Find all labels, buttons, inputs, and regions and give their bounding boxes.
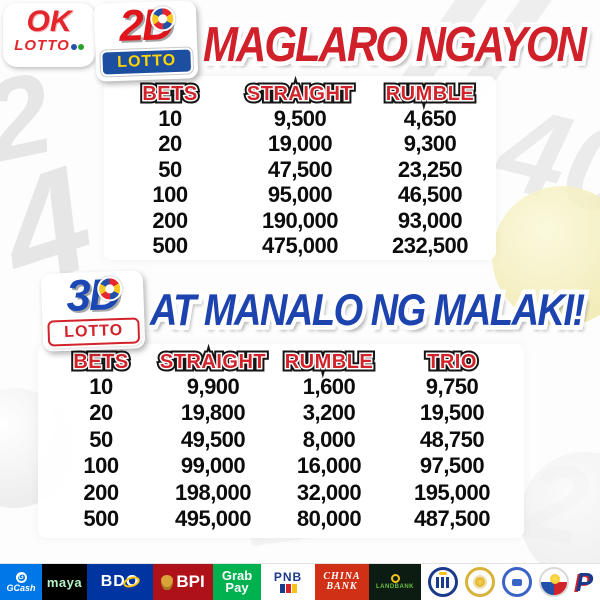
3d-lotto-banner: LOTTO (47, 317, 141, 347)
bpi-label: BPI (176, 572, 205, 591)
table-cell: 99,000 (180, 453, 246, 479)
table-cell: 9,300 (403, 131, 457, 157)
china-bank-logo: CHINA BANK (315, 564, 369, 600)
china-bank-label-line2: BANK (326, 581, 358, 592)
column-header-straight: STRAIGHT (157, 350, 269, 374)
table-panel (104, 76, 496, 260)
ok-lotto-subtext: LOTTO (3, 37, 95, 54)
column-header-rumble: RUMBLE (370, 82, 490, 106)
table-cell: 48,750 (419, 426, 485, 452)
table-cell: 19,000 (267, 131, 333, 157)
table-cell: 9,750 (425, 374, 479, 399)
bdo-label: BDO (100, 573, 140, 590)
2d-lotto-banner: LOTTO (100, 47, 194, 77)
table-cell: 100 (83, 453, 119, 479)
philippine-flag-seal-icon (538, 567, 569, 597)
grabpay-label-line1: Grab (221, 568, 253, 583)
table-cell: 500 (83, 505, 119, 531)
bpi-logo: BPI (153, 564, 213, 600)
grabpay-label-line2: Pay (225, 580, 249, 595)
blue-agency-seal-icon (501, 567, 532, 597)
table-panel (38, 344, 524, 538)
table-cell: 100 (152, 182, 188, 208)
headline-maglaro-ngayon: MAGLARO NGAYON (203, 16, 587, 73)
table-cell: 80,000 (296, 505, 362, 531)
government-seals: P (421, 564, 600, 600)
table-cell: 19,500 (419, 400, 485, 426)
landbank-label: LANDBANK (376, 584, 414, 590)
landbank-emblem-icon (390, 574, 400, 583)
table-cell: 97,500 (419, 453, 485, 479)
bank-columns-seal-icon (427, 567, 458, 597)
table-cell: 32,000 (296, 479, 362, 505)
3d-wordmark: 3D (65, 270, 123, 321)
maya-logo: maya (42, 564, 87, 600)
column-header-bets: BETS (45, 350, 157, 374)
lotto-pinwheel-ball-icon (96, 275, 123, 302)
table-cell: 475,000 (261, 232, 339, 258)
3d-lotto-logo: 3D LOTTO (40, 270, 146, 352)
gcash-label: GCash (6, 582, 36, 593)
bdo-logo: BDO (87, 564, 153, 600)
table-cell: 10 (89, 374, 113, 399)
ok-lotto-balls-icon (70, 37, 84, 54)
table-cell: 49,500 (180, 426, 246, 452)
table-cell: 4,650 (403, 106, 457, 131)
ok-lotto-wordmark: OK (26, 5, 72, 38)
table-cell: 23,250 (397, 156, 463, 182)
2d-lotto-logo: 2D LOTTO (93, 0, 199, 82)
table-cell: 19,800 (180, 400, 246, 426)
column-header-rumble: RUMBLE (269, 350, 389, 374)
2d-prize-table: BETS STRAIGHT RUMBLE 10 9,500 4,650 20 1… (110, 82, 490, 258)
partner-logos-bar: G GCash maya BDO BPI Grab Pay PNB CHINA … (0, 563, 600, 600)
column-header-straight: STRAIGHT (230, 82, 370, 106)
table-cell: 487,500 (413, 505, 491, 531)
table-cell: 20 (89, 400, 113, 426)
ok-lotto-subtext-label: LOTTO (14, 37, 70, 54)
table-cell: 232,500 (391, 232, 469, 258)
table-cell: 46,500 (397, 182, 463, 208)
3d-prize-table: BETS STRAIGHT RUMBLE TRIO 10 9,900 1,600… (45, 350, 515, 532)
table-cell: 8,000 (302, 426, 356, 452)
table-cell: 495,000 (174, 505, 252, 531)
table-cell: 9,500 (273, 106, 327, 131)
bpi-emblem-icon (161, 574, 174, 590)
2d-wordmark: 2D (118, 0, 176, 51)
table-cell: 190,000 (261, 207, 339, 233)
grabpay-logo: Grab Pay (213, 564, 261, 600)
table-cell: 3,200 (302, 400, 356, 426)
table-cell: 47,500 (267, 156, 333, 182)
gcash-icon: G (15, 571, 27, 583)
red-blue-p-ribbon-icon: P (575, 567, 594, 597)
table-cell: 20 (158, 131, 182, 157)
table-cell: 50 (89, 426, 113, 452)
lotto-pinwheel-ball-icon (149, 5, 176, 32)
table-cell: 93,000 (397, 207, 463, 233)
table-cell: 198,000 (174, 479, 252, 505)
pnb-emblem-icon (279, 584, 297, 593)
table-cell: 16,000 (296, 453, 362, 479)
table-cell: 10 (158, 106, 182, 131)
table-cell: 500 (152, 232, 188, 258)
table-cell: 200 (152, 207, 188, 233)
table-cell: 1,600 (302, 374, 356, 399)
column-header-bets: BETS (110, 82, 230, 106)
table-cell: 200 (83, 479, 119, 505)
table-cell: 50 (158, 156, 182, 182)
gcash-logo: G GCash (0, 564, 42, 600)
maya-label: maya (46, 574, 83, 590)
ok-lotto-logo: OK LOTTO (3, 3, 95, 67)
pnb-logo: PNB (261, 564, 315, 600)
table-cell: 195,000 (413, 479, 491, 505)
column-header-trio: TRIO (389, 350, 515, 374)
pnb-label: PNB (273, 570, 303, 584)
table-cell: 9,900 (186, 374, 240, 399)
china-bank-label-line1: CHINA (323, 571, 361, 582)
landbank-logo: LANDBANK (369, 564, 421, 600)
gold-sun-seal-icon (464, 567, 495, 597)
headline-at-manalo-ng-malaki: AT MANALO NG MALAKI! (150, 286, 585, 337)
table-cell: 95,000 (267, 182, 333, 208)
